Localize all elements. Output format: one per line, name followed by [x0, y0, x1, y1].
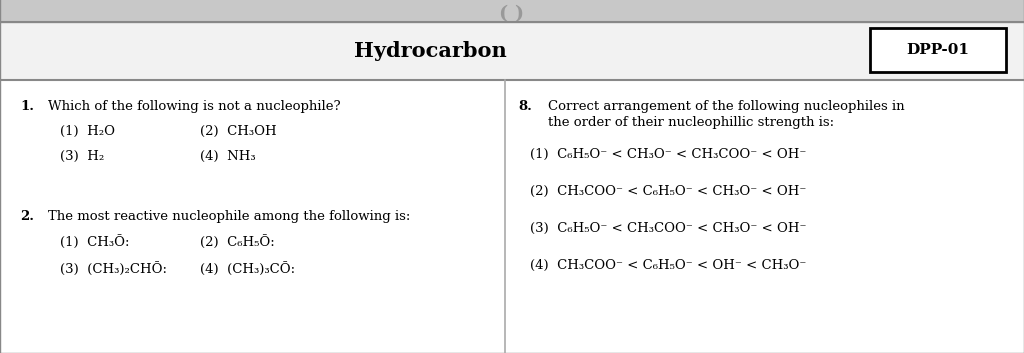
Text: (1)  C₆H₅O⁻ < CH₃O⁻ < CH₃COO⁻ < OH⁻: (1) C₆H₅O⁻ < CH₃O⁻ < CH₃COO⁻ < OH⁻: [530, 148, 806, 161]
Text: 1.: 1.: [20, 100, 34, 113]
Text: (2)  CH₃OH: (2) CH₃OH: [200, 125, 276, 138]
Text: DPP-01: DPP-01: [906, 43, 970, 57]
Text: 2.: 2.: [20, 210, 34, 223]
Text: (4)  CH₃COO⁻ < C₆H₅O⁻ < OH⁻ < CH₃O⁻: (4) CH₃COO⁻ < C₆H₅O⁻ < OH⁻ < CH₃O⁻: [530, 259, 806, 272]
Text: (2)  C₆H₅Ō:: (2) C₆H₅Ō:: [200, 235, 274, 249]
Text: The most reactive nucleophile among the following is:: The most reactive nucleophile among the …: [48, 210, 411, 223]
Bar: [0, 22, 1024, 80]
Text: (2)  CH₃COO⁻ < C₆H₅O⁻ < CH₃O⁻ < OH⁻: (2) CH₃COO⁻ < C₆H₅O⁻ < CH₃O⁻ < OH⁻: [530, 185, 806, 198]
Text: ( ): ( ): [500, 5, 524, 23]
Bar: [0, 80, 1024, 353]
Bar: [0, 0, 1024, 22]
Text: (3)  (CH₃)₂CHŌ:: (3) (CH₃)₂CHŌ:: [60, 262, 167, 276]
Text: 8.: 8.: [518, 100, 531, 113]
Text: (4)  (CH₃)₃CŌ:: (4) (CH₃)₃CŌ:: [200, 262, 295, 276]
Text: (1)  H₂O: (1) H₂O: [60, 125, 115, 138]
Text: (3)  C₆H₅O⁻ < CH₃COO⁻ < CH₃O⁻ < OH⁻: (3) C₆H₅O⁻ < CH₃COO⁻ < CH₃O⁻ < OH⁻: [530, 222, 807, 235]
Text: the order of their nucleophillic strength is:: the order of their nucleophillic strengt…: [548, 116, 835, 129]
Text: Which of the following is not a nucleophile?: Which of the following is not a nucleoph…: [48, 100, 341, 113]
Text: (4)  NH₃: (4) NH₃: [200, 150, 256, 163]
Bar: [870, 28, 1006, 72]
Text: (1)  CH₃Ō:: (1) CH₃Ō:: [60, 235, 129, 249]
Text: Hydrocarbon: Hydrocarbon: [353, 41, 507, 61]
Text: (3)  H₂: (3) H₂: [60, 150, 104, 163]
Text: Correct arrangement of the following nucleophiles in: Correct arrangement of the following nuc…: [548, 100, 904, 113]
